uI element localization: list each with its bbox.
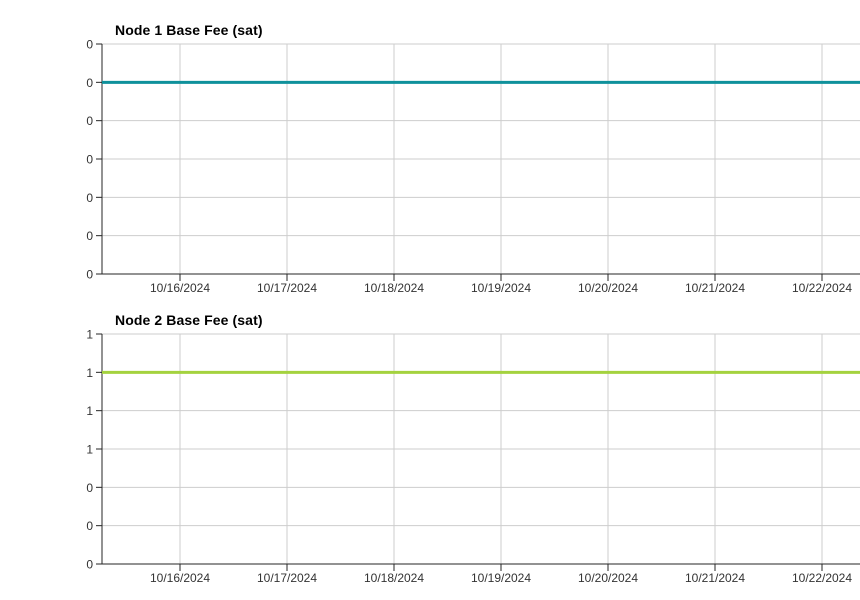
node2-base-fee-plot: 1 1 1 1 0 0 0 10/16/2024 10/17/2024 10/18/2024 10/…: [86, 328, 860, 585]
y-tick-label: 0: [86, 114, 93, 128]
x-tick-label: 10/21/2024: [685, 281, 745, 295]
y-tick-label: 1: [86, 404, 93, 418]
x-tick-label: 10/20/2024: [578, 281, 638, 295]
y-tick-label: 0: [86, 558, 93, 572]
chart-title: Node 2 Base Fee (sat): [115, 312, 263, 328]
y-tick-label: 1: [86, 366, 93, 380]
y-tick-label: 1: [86, 443, 93, 457]
x-tick-label: 10/18/2024: [364, 571, 424, 585]
x-tick-label: 10/18/2024: [364, 281, 424, 295]
x-tick-label: 10/19/2024: [471, 571, 531, 585]
y-tick-label: 0: [86, 38, 93, 52]
x-tick-label: 10/21/2024: [685, 571, 745, 585]
y-tick-label: 0: [86, 191, 93, 205]
node1-base-fee-chart: Node 1 Base Fee (sat) 0 0 0 0 0 0 0 10/16/2024 1…: [40, 16, 860, 306]
x-tick-label: 10/17/2024: [257, 571, 317, 585]
x-tick-label: 10/17/2024: [257, 281, 317, 295]
y-tick-label: 0: [86, 481, 93, 495]
x-tick-label: 10/22/2024: [792, 281, 852, 295]
chart-title: Node 1 Base Fee (sat): [115, 22, 263, 38]
node1-base-fee-plot: 0 0 0 0 0 0 0 10/16/2024 10/17/2024 10/18/2024 10/…: [86, 38, 860, 295]
node2-base-fee-chart: Node 2 Base Fee (sat) 1 1 1 1 0 0 0 10/16/2024 1…: [40, 306, 860, 596]
x-tick-label: 10/19/2024: [471, 281, 531, 295]
x-tick-label: 10/22/2024: [792, 571, 852, 585]
y-tick-label: 0: [86, 76, 93, 90]
y-tick-label: 0: [86, 153, 93, 167]
x-tick-label: 10/16/2024: [150, 571, 210, 585]
y-tick-label: 0: [86, 229, 93, 243]
y-tick-label: 1: [86, 328, 93, 342]
x-tick-label: 10/16/2024: [150, 281, 210, 295]
x-tick-label: 10/20/2024: [578, 571, 638, 585]
y-tick-label: 0: [86, 519, 93, 533]
y-tick-label: 0: [86, 268, 93, 282]
